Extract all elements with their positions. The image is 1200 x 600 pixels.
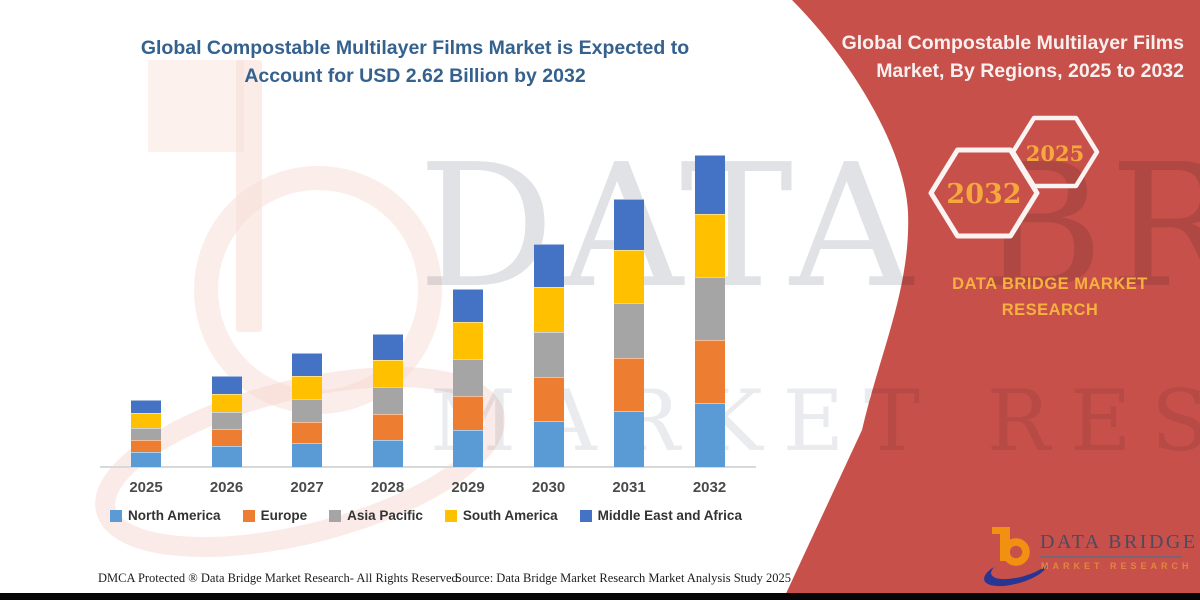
brand-text: DATA BRIDGE MARKET RESEARCH (952, 275, 1148, 319)
side-panel-title-line2: Market, By Regions, 2025 to 2032 (876, 59, 1184, 82)
hexagon-2032 (928, 147, 1040, 239)
legend-swatch-asia-pacific (329, 509, 342, 522)
logo-wordmark: DATA BRIDGE (1040, 531, 1198, 553)
legend-item-europe: Europe (242, 508, 308, 523)
legend-swatch-middle-east-and-africa (579, 509, 592, 522)
side-panel-title: Global Compostable Multilayer Films Mark… (818, 30, 1184, 85)
legend-label-north-america: North America (128, 508, 221, 523)
hexagon-2025-label: 2025 (1025, 141, 1085, 166)
side-panel-title-line1: Global Compostable Multilayer Films (841, 32, 1184, 54)
data-bridge-logo-icon (984, 527, 1051, 587)
legend-swatch-europe (242, 509, 255, 522)
logo-watermark (95, 60, 505, 557)
logo-subtitle: MARKET RESEARCH (1041, 561, 1193, 571)
hexagon-2032-label: 2032 (946, 179, 1022, 210)
source-note: Source: Data Bridge Market Research Mark… (455, 571, 792, 585)
logo-divider (1040, 556, 1182, 558)
legend-item-asia-pacific: Asia Pacific (329, 508, 423, 523)
legend-item-middle-east-and-africa: Middle East and Africa (579, 508, 742, 523)
page-title-line2: Account for USD 2.62 Billion by 2032 (244, 65, 586, 88)
legend-label-middle-east-and-africa: Middle East and Africa (597, 508, 742, 523)
legend-label-asia-pacific: Asia Pacific (347, 508, 423, 523)
legend-label-south-america: South America (462, 508, 558, 523)
page-title: Global Compostable Multilayer Films Mark… (95, 34, 735, 91)
page-title-line1: Global Compostable Multilayer Films Mark… (140, 37, 690, 59)
x-axis-line (100, 466, 756, 468)
legend-item-south-america: South America (444, 508, 558, 523)
legend-swatch-north-america (110, 509, 123, 522)
legend-item-north-america: North America (110, 508, 221, 523)
legend-swatch-south-america (444, 509, 457, 522)
dmca-notice: DMCA Protected ® Data Bridge Market Rese… (98, 571, 461, 585)
bottom-bar (0, 593, 1200, 600)
legend-label-europe: Europe (260, 508, 308, 523)
chart-legend: North America Europe Asia Pacific South Ame… (90, 508, 762, 523)
